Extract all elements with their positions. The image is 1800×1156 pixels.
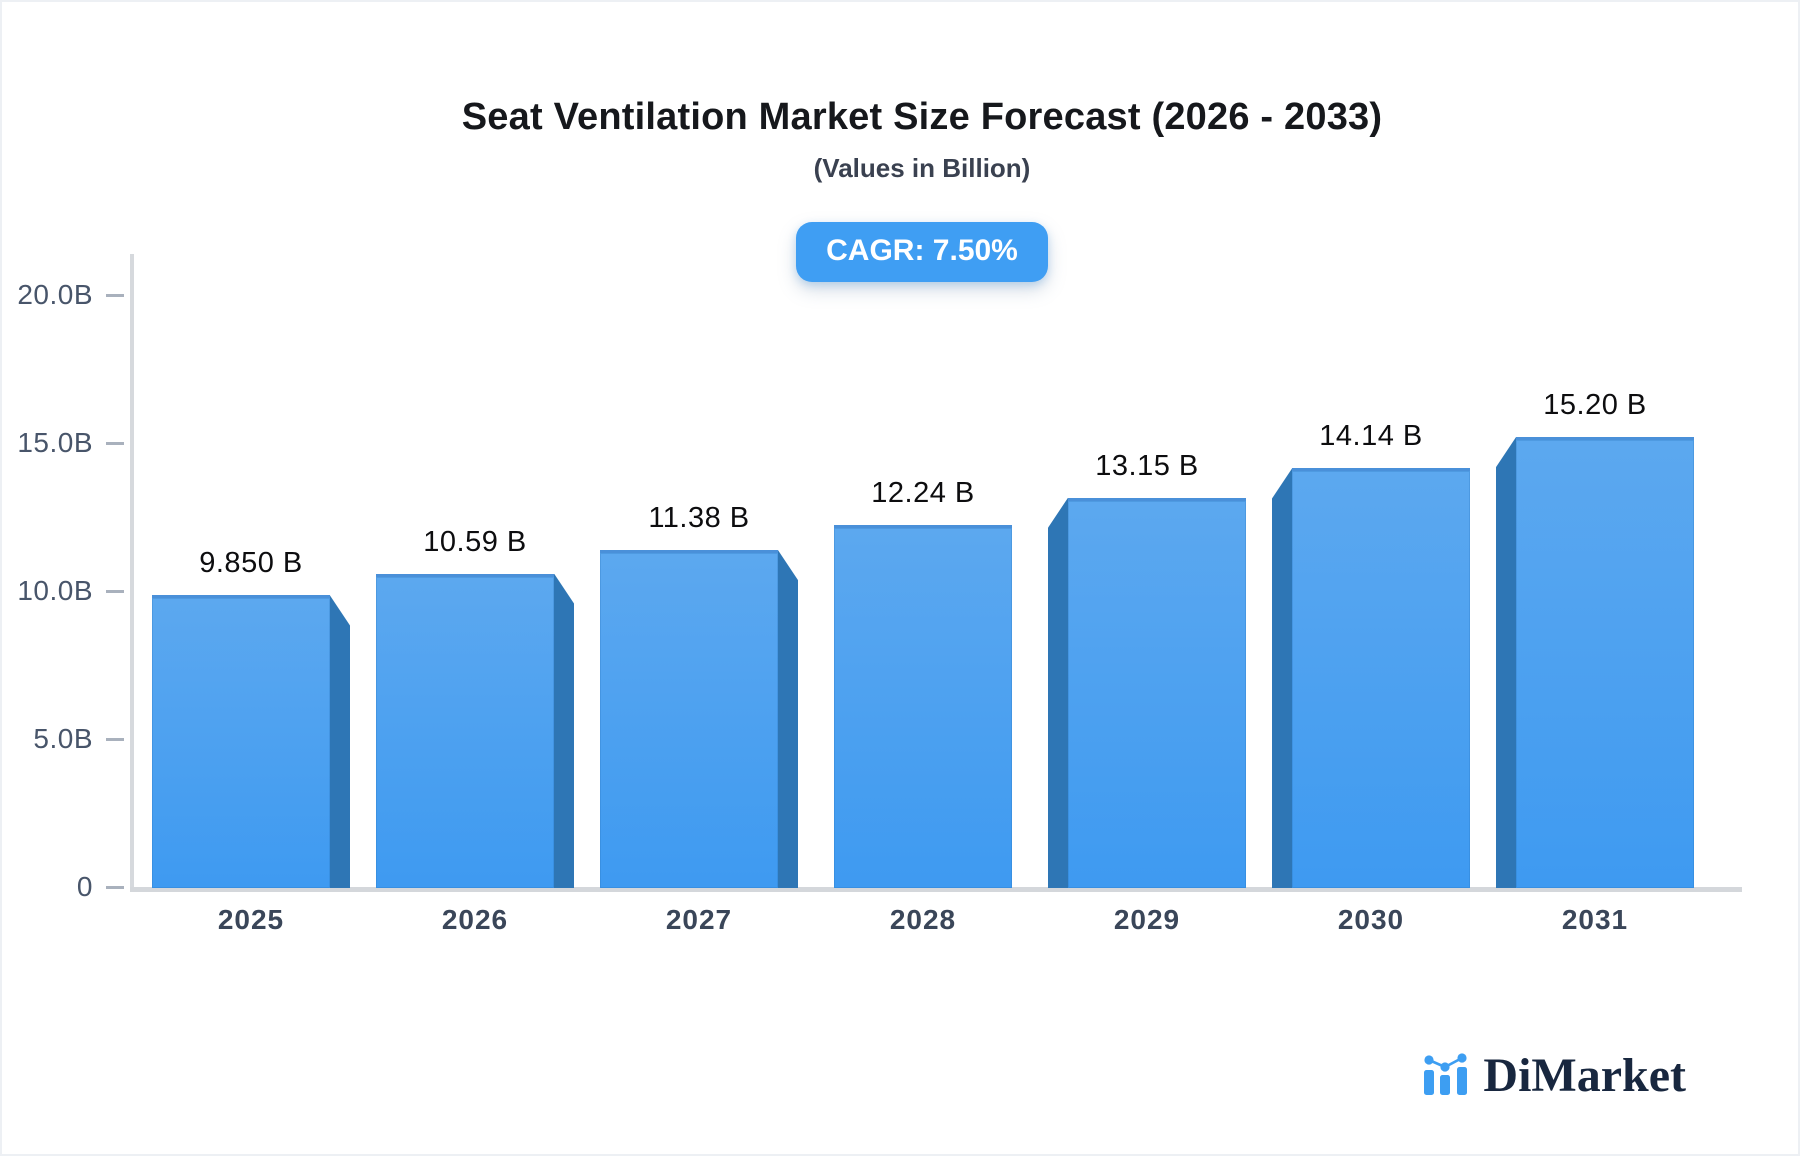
y-axis-tick <box>106 737 124 741</box>
x-axis-label-2029: 2029 <box>1113 904 1181 935</box>
brand-logo: DiMarket <box>1421 1047 1686 1100</box>
bar-value-label-2031: 15.20 B <box>1543 389 1647 422</box>
bar-value-label-2027: 11.38 B <box>648 502 750 535</box>
bar-side-panel-2025 <box>330 595 350 888</box>
y-axis-line <box>130 254 134 892</box>
bar-2027[interactable] <box>600 550 778 888</box>
bar-2031[interactable] <box>1516 437 1694 888</box>
x-axis-label-2027: 2027 <box>665 904 733 935</box>
x-axis-label-2031: 2031 <box>1561 904 1629 935</box>
x-axis-label-2028: 2028 <box>889 904 957 935</box>
brand-name: DiMarket <box>1483 1049 1686 1102</box>
bar-side-panel-2029 <box>1048 497 1068 888</box>
bar-chart-dots-logo-icon <box>1421 1047 1471 1100</box>
y-axis-tick-label: 5.0B <box>33 723 93 754</box>
x-axis-label-2030: 2030 <box>1337 904 1405 935</box>
y-axis-tick <box>106 589 124 593</box>
chart-subtitle: (Values in Billion) <box>813 153 1031 183</box>
bar-2030[interactable] <box>1292 468 1470 888</box>
y-axis-tick-label: 20.0B <box>17 279 93 310</box>
bar-value-label-2030: 14.14 B <box>1319 420 1423 453</box>
bar-side-panel-2026 <box>554 573 574 888</box>
bar-2028[interactable] <box>834 524 1012 888</box>
y-axis-tick <box>106 885 124 889</box>
x-axis-label-2026: 2026 <box>441 904 509 935</box>
bar-side-panel-2027 <box>778 550 798 888</box>
bar-2026[interactable] <box>376 573 554 888</box>
bar-value-label-2026: 10.59 B <box>423 525 527 558</box>
y-axis-tick <box>106 441 124 445</box>
x-axis-label-2025: 2025 <box>217 904 285 935</box>
bar-2025[interactable] <box>152 595 330 888</box>
y-axis-tick-label: 10.0B <box>17 575 93 606</box>
bar-value-label-2025: 9.850 B <box>199 547 303 580</box>
cagr-badge: CAGR: 7.50% <box>796 222 1048 282</box>
y-axis-tick <box>106 293 124 297</box>
bar-side-panel-2030 <box>1272 468 1292 888</box>
chart-header: Seat Ventilation Market Size Forecast (2… <box>2 2 1798 282</box>
y-axis-tick-label: 0 <box>76 871 93 902</box>
y-axis-tick-label: 15.0B <box>17 427 93 458</box>
bar-2029[interactable] <box>1068 497 1246 888</box>
bar-value-label-2029: 13.15 B <box>1095 449 1199 482</box>
bar-side-panel-2031 <box>1496 437 1516 888</box>
bar-value-label-2028: 12.24 B <box>871 476 975 509</box>
chart-title: Seat Ventilation Market Size Forecast (2… <box>461 96 1383 138</box>
x-axis-line <box>130 887 1742 892</box>
